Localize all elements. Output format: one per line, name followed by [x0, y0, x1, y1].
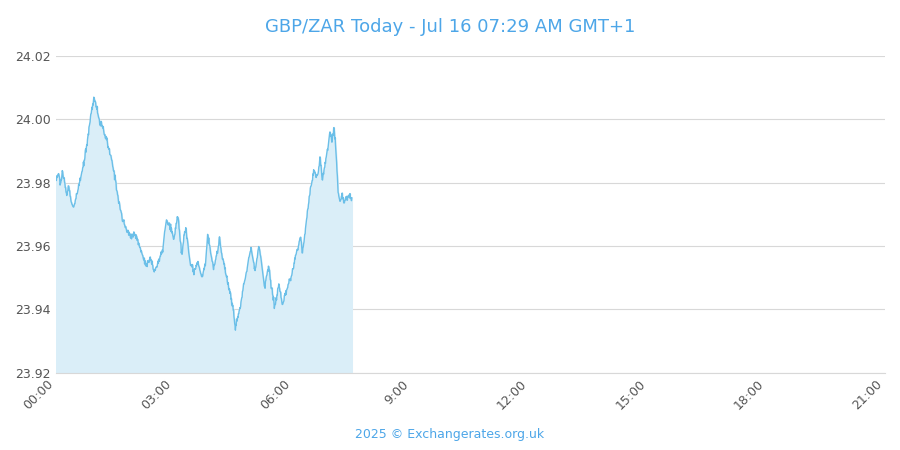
Text: GBP/ZAR Today - Jul 16 07:29 AM GMT+1: GBP/ZAR Today - Jul 16 07:29 AM GMT+1 — [265, 18, 635, 36]
Text: 2025 © Exchangerates.org.uk: 2025 © Exchangerates.org.uk — [356, 428, 544, 441]
